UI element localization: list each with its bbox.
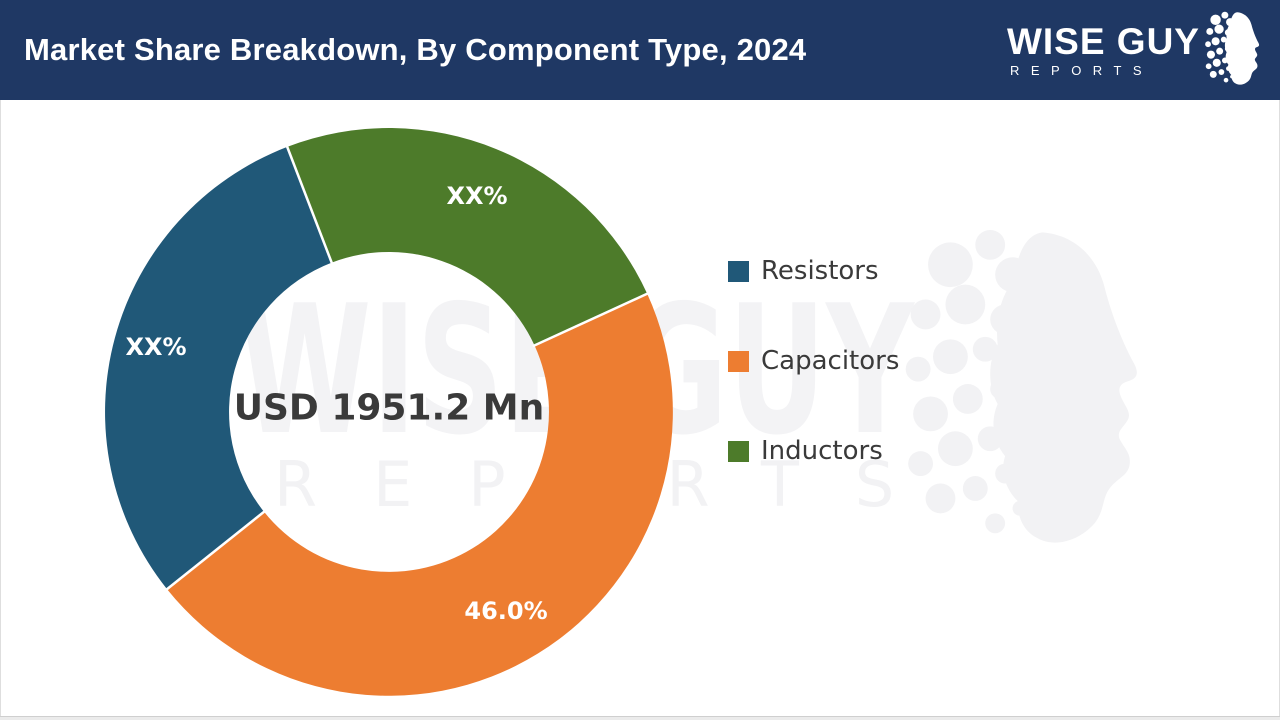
segment-dividers (164, 144, 650, 592)
legend-swatch-capacitors (728, 350, 749, 372)
logo-face-icon (1205, 11, 1260, 85)
footer-bar (0, 716, 1280, 720)
watermark-face (905, 229, 1137, 543)
donut-segment-inductors (287, 128, 648, 346)
segment-label-resistors: XX% (125, 333, 187, 361)
donut-segment-resistors (105, 146, 332, 590)
segment-label-capacitors: 46.0% (464, 597, 548, 625)
logo-wordmark: WISE GUY (1006, 20, 1200, 62)
legend-label-resistors: Resistors (761, 256, 879, 286)
logo-text: WISE GUY REPORTS (1007, 23, 1200, 78)
wise-guy-logo: WISE GUY REPORTS (1007, 9, 1262, 91)
legend-swatch-inductors (728, 440, 749, 462)
legend-swatch-resistors (728, 260, 749, 282)
legend-item-resistors: Resistors (728, 254, 899, 288)
legend: Resistors Capacitors Inductors (728, 254, 899, 524)
donut-segment-capacitors (167, 293, 673, 696)
page-title: Market Share Breakdown, By Component Typ… (24, 32, 807, 67)
legend-label-inductors: Inductors (761, 436, 883, 466)
logo-subtitle: REPORTS (1009, 62, 1154, 78)
legend-item-capacitors: Capacitors (728, 344, 899, 378)
center-value-label: USD 1951.2 Mn (233, 387, 545, 429)
legend-item-inductors: Inductors (728, 434, 899, 468)
legend-label-capacitors: Capacitors (761, 346, 900, 376)
donut-chart (105, 128, 673, 696)
header-bar: Market Share Breakdown, By Component Typ… (0, 0, 1280, 100)
segment-label-inductors: XX% (446, 182, 508, 210)
